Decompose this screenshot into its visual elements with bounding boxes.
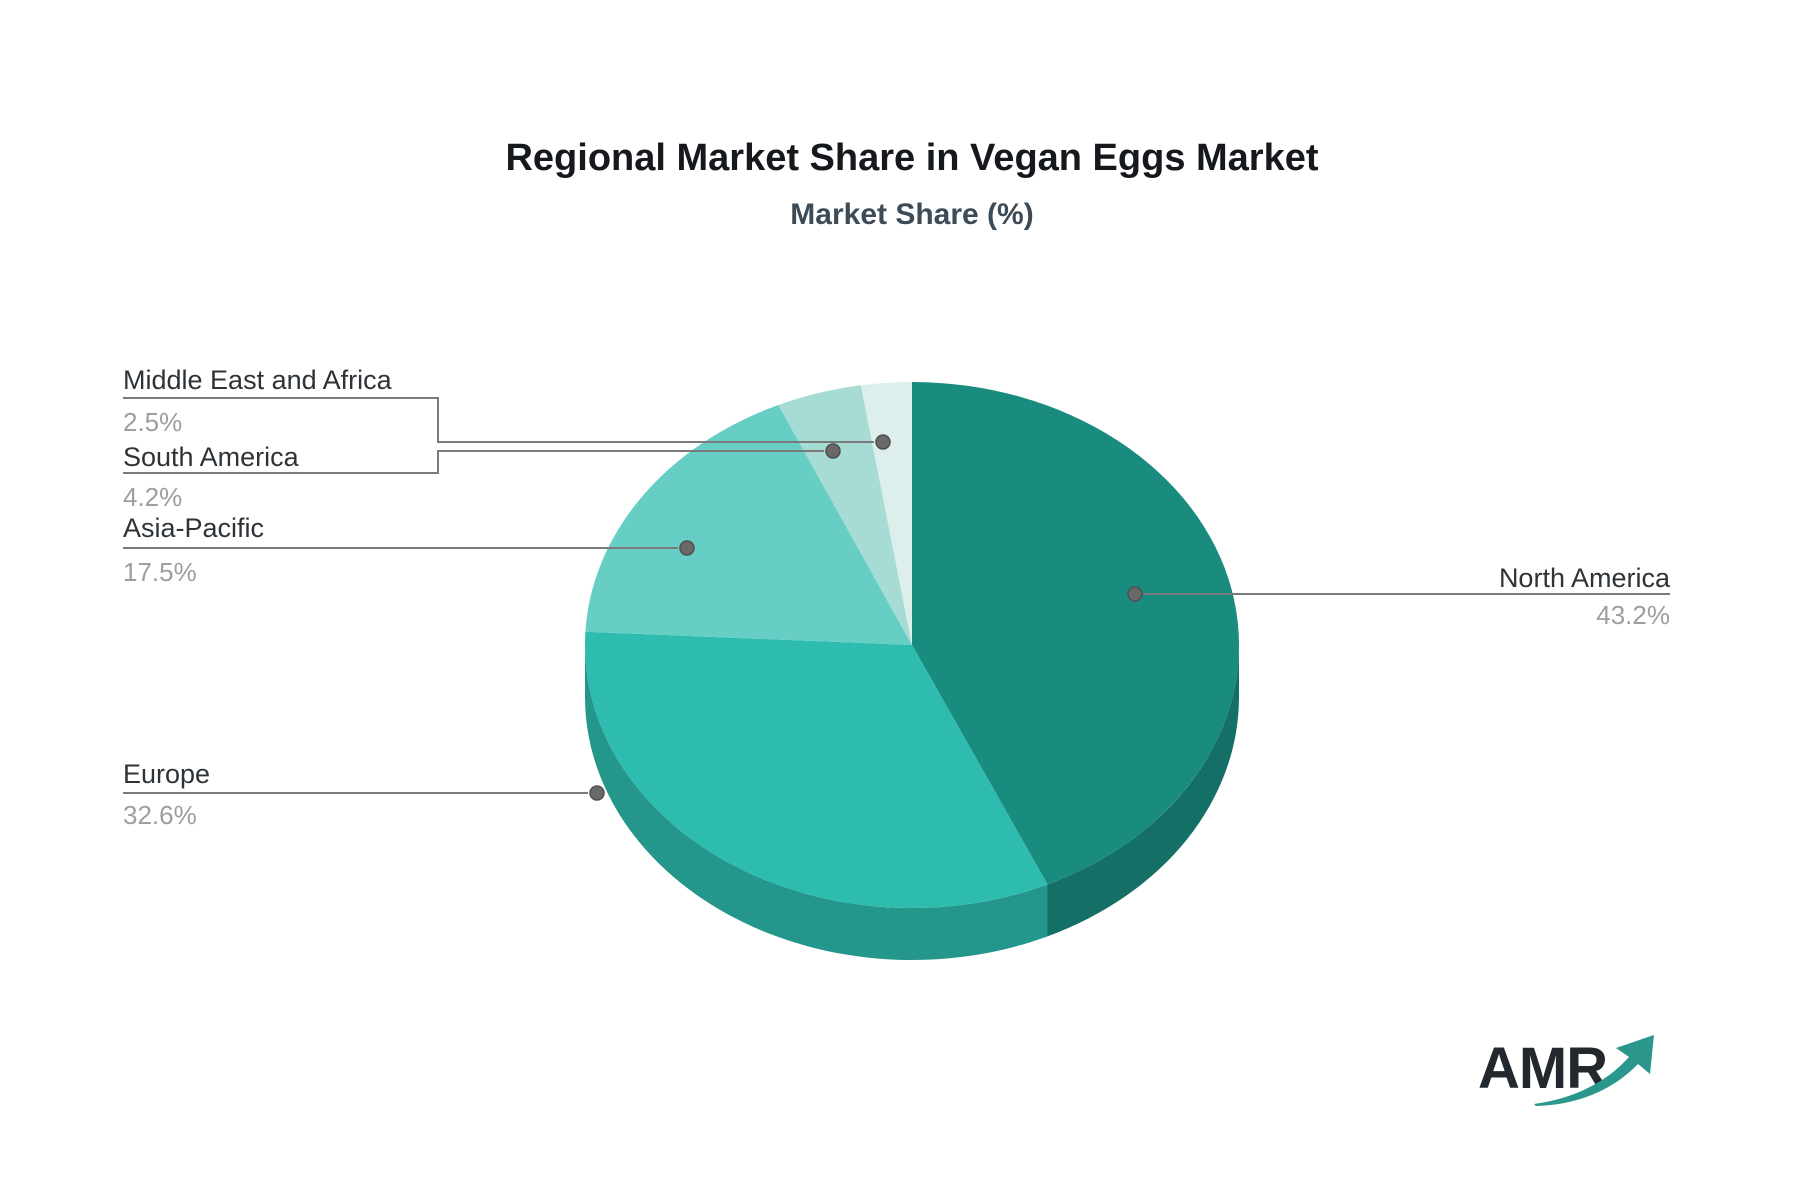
callout-north-america: North America 43.2% xyxy=(1127,563,1671,630)
slice-label-europe: Europe xyxy=(123,759,210,789)
slice-label-north-america: North America xyxy=(1499,563,1671,593)
callout-asia-pacific: Asia-Pacific 17.5% xyxy=(123,513,695,587)
leader-line-middle-east-and-africa xyxy=(123,397,874,443)
pie xyxy=(585,382,1239,960)
leader-dot-europe xyxy=(589,785,605,801)
slice-percent-middle-east-and-africa: 2.5% xyxy=(123,407,182,437)
amr-logo: AMR xyxy=(1478,1035,1654,1106)
slice-label-south-america: South America xyxy=(123,442,300,472)
amr-logo-arrow-icon xyxy=(1534,1035,1654,1106)
callout-europe: Europe 32.6% xyxy=(123,759,605,830)
slice-percent-south-america: 4.2% xyxy=(123,482,182,512)
pie-slice-side-europe[interactable] xyxy=(585,645,1048,960)
leader-dot-south-america xyxy=(825,443,841,459)
slice-percent-asia-pacific: 17.5% xyxy=(123,557,197,587)
leader-dot-asia-pacific xyxy=(679,540,695,556)
slice-percent-north-america: 43.2% xyxy=(1596,600,1670,630)
callout-south-america: South America 4.2% xyxy=(123,442,841,512)
slice-label-asia-pacific: Asia-Pacific xyxy=(123,513,264,543)
slice-percent-europe: 32.6% xyxy=(123,800,197,830)
chart-subtitle: Market Share (%) xyxy=(790,198,1033,231)
pie-slice-north-america[interactable] xyxy=(912,382,1239,885)
leader-dot-middle-east-and-africa xyxy=(875,434,891,450)
chart-title: Regional Market Share in Vegan Eggs Mark… xyxy=(505,137,1318,179)
callout-middle-east-and-africa: Middle East and Africa 2.5% xyxy=(123,365,891,450)
leader-line-south-america xyxy=(123,450,824,474)
pie-slice-side-north-america[interactable] xyxy=(1047,645,1239,937)
slice-label-middle-east-and-africa: Middle East and Africa xyxy=(123,365,393,395)
pie-slice-asia-pacific[interactable] xyxy=(585,404,912,645)
pie-slice-europe[interactable] xyxy=(585,631,1048,908)
leader-dot-north-america xyxy=(1127,586,1143,602)
pie-slice-middle-east-and-africa[interactable] xyxy=(860,382,912,645)
